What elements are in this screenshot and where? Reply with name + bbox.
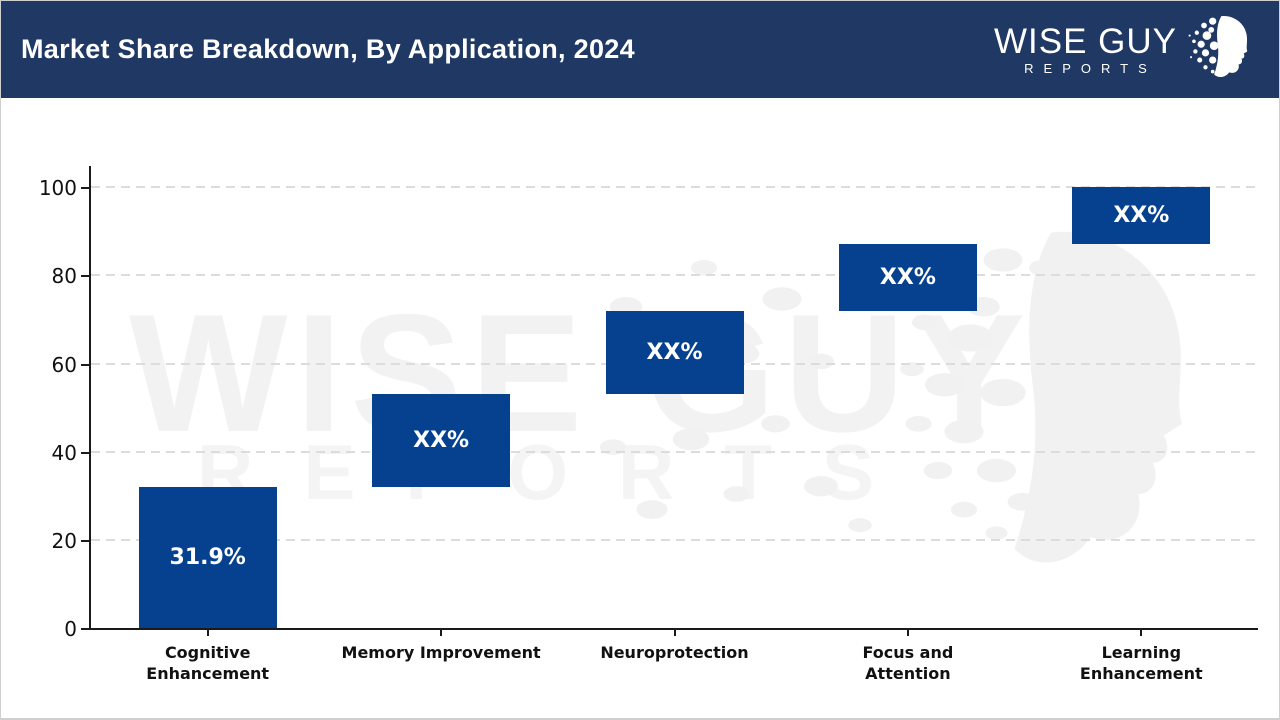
y-tick-label: 40 [51, 440, 77, 465]
x-category-label: Focus and Attention [862, 643, 954, 683]
x-category-label: Memory Improvement [341, 643, 541, 662]
brand-logo-text: WISE GUY REPORTS [994, 24, 1177, 75]
x-tick-mark [673, 628, 676, 636]
gridline-y-40 [91, 450, 1258, 453]
bar-value-label: XX% [646, 339, 703, 365]
y-tick-mark [81, 275, 89, 278]
logo-face-icon [1188, 15, 1248, 77]
bar-value-label: XX% [879, 265, 936, 291]
watermark-face-icon [600, 231, 1182, 563]
bar-segment: XX% [838, 244, 977, 311]
x-category-label: Neuroprotection [600, 643, 749, 662]
bar-value-label: XX% [1113, 203, 1170, 229]
x-tick-mark [440, 628, 443, 636]
watermark-subtitle-text: REPORTS [197, 428, 925, 516]
gridline-y-80 [91, 274, 1258, 277]
x-tick-mark [1140, 628, 1143, 636]
header-bar: Market Share Breakdown, By Application, … [1, 1, 1279, 98]
y-tick-label: 60 [51, 352, 77, 377]
x-tick-mark [206, 628, 209, 636]
plot-area: 0 20 40 60 80 100 31.9% Cognitive Enhancement XX… [39, 166, 1258, 683]
y-tick-label: 80 [51, 264, 77, 289]
y-tick-mark [81, 187, 89, 190]
y-tick-label: 20 [51, 528, 77, 553]
bar-segment: XX% [1072, 187, 1211, 245]
gridline-y-20 [91, 538, 1258, 541]
watermark-brand-text: WISE GUY [129, 279, 1034, 467]
bar-value-label: XX% [413, 428, 470, 454]
page-title: Market Share Breakdown, By Application, … [21, 34, 635, 64]
y-tick-mark [81, 451, 89, 454]
x-tick-mark [906, 628, 909, 636]
bar-segment: XX% [605, 310, 744, 395]
brand-logo: WISE GUY REPORTS [994, 14, 1253, 86]
bar-value-label: 31.9% [169, 545, 246, 571]
y-tick-label: 100 [38, 176, 77, 201]
gridline-y-100 [91, 186, 1258, 189]
y-tick-mark [81, 628, 89, 630]
x-category-label: Cognitive Enhancement [146, 643, 270, 683]
y-tick-mark [81, 539, 89, 542]
x-category-label: Learning Enhancement [1079, 643, 1203, 683]
y-tick-mark [81, 363, 89, 366]
bar-segment: XX% [372, 394, 511, 488]
bar-segment: 31.9% [138, 487, 277, 628]
y-tick-label: 0 [64, 617, 77, 641]
brand-subtitle: REPORTS [1024, 61, 1157, 76]
brand-name: WISE GUY [993, 22, 1177, 61]
